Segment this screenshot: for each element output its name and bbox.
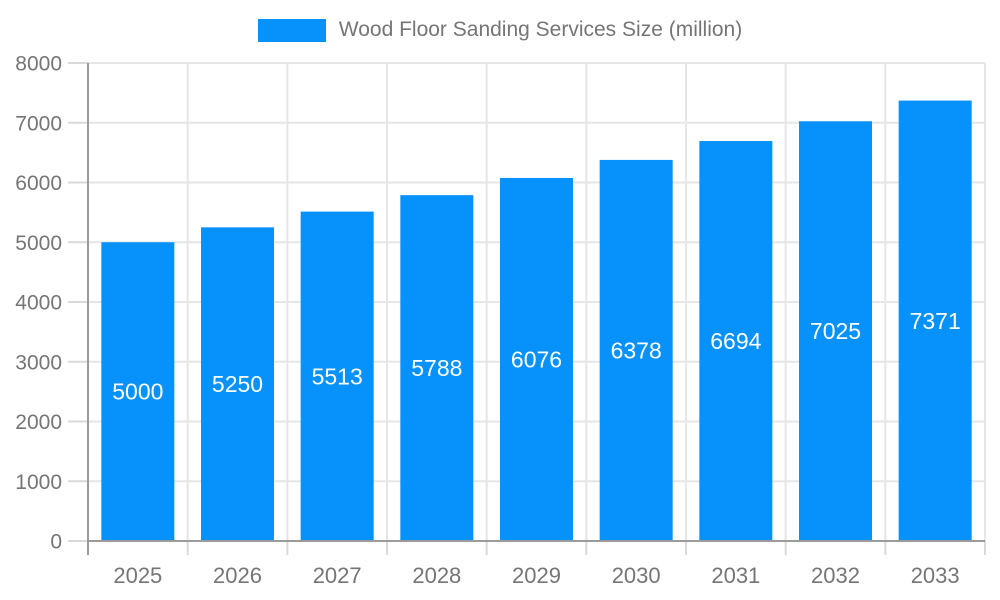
x-tick-label: 2033 [911,563,960,588]
x-tick-label: 2029 [512,563,561,588]
bar-value-label: 5250 [212,371,263,397]
y-tick-label: 6000 [15,172,62,195]
y-tick-label: 1000 [15,471,62,494]
y-tick-label: 5000 [15,232,62,255]
bar-value-label: 6378 [611,337,662,363]
legend-swatch [257,18,326,42]
bar[interactable] [500,177,573,542]
bar-value-label: 5513 [312,363,363,389]
x-tick-label: 2030 [612,563,661,588]
x-tick-label: 2031 [711,563,760,588]
bar-value-label: 6076 [511,346,562,372]
y-tick-label: 0 [50,531,62,554]
y-tick-label: 4000 [15,292,62,315]
bar[interactable] [101,242,175,541]
bar[interactable] [400,195,474,542]
x-tick-label: 2032 [811,563,860,588]
legend-item[interactable]: Wood Floor Sanding Services Size (millio… [0,18,1000,42]
bar[interactable] [699,141,773,541]
y-tick-label: 7000 [15,112,62,135]
x-tick-label: 2026 [213,563,262,588]
bar-value-label: 7371 [910,308,961,334]
legend-label: Wood Floor Sanding Services Size (millio… [338,18,743,41]
bar[interactable] [300,211,374,541]
bar-value-label: 5788 [411,355,462,381]
bar-value-label: 6694 [710,328,761,354]
x-tick-label: 2027 [313,563,362,588]
y-tick-label: 8000 [15,53,62,76]
x-tick-label: 2028 [412,563,461,588]
bar[interactable] [599,159,673,542]
bar-value-label: 7025 [810,318,861,344]
y-tick-label: 3000 [15,351,62,374]
bar[interactable] [898,100,972,541]
y-tick-label: 2000 [15,411,62,434]
bar-value-label: 5000 [112,379,163,405]
bar[interactable] [201,227,274,541]
bar[interactable] [799,121,872,541]
x-tick-label: 2025 [113,563,162,588]
